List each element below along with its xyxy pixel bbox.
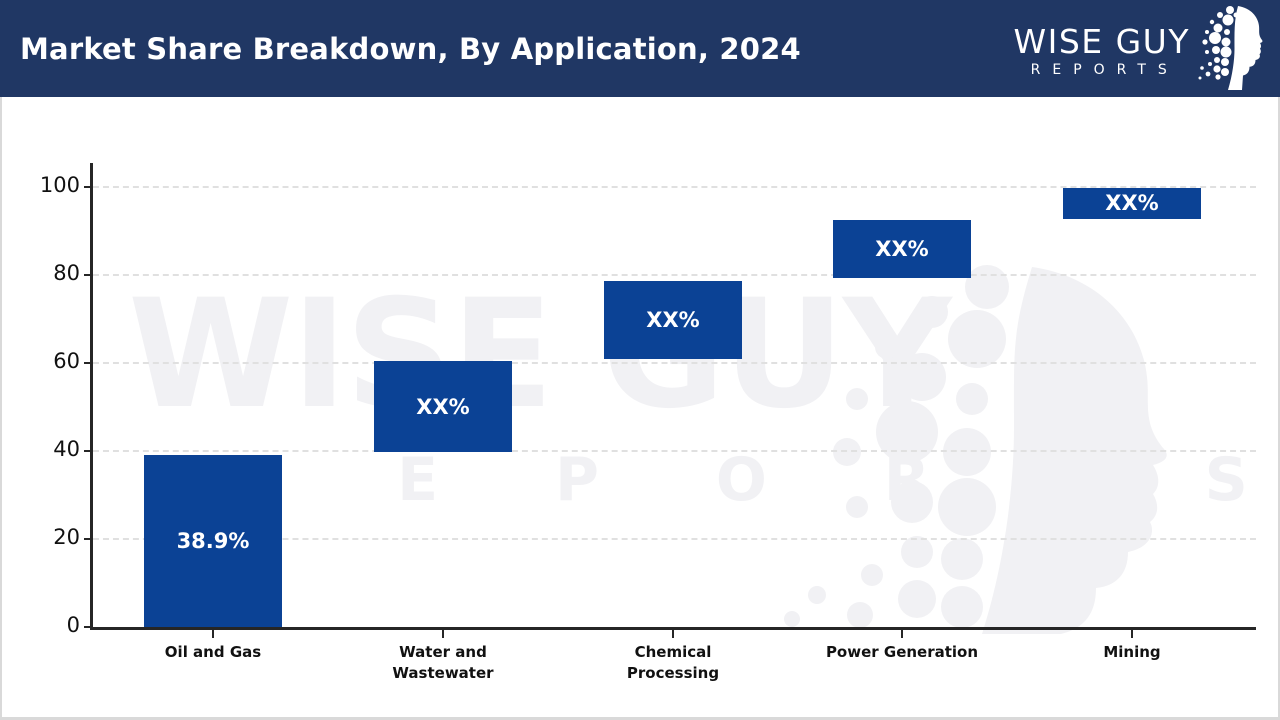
page-title: Market Share Breakdown, By Application, … — [20, 31, 801, 66]
y-tick-40 — [84, 450, 91, 452]
bar-power-generation: XX% — [833, 220, 971, 279]
y-tick-label-60: 60 — [53, 349, 80, 373]
bar-chemical-processing: XX% — [604, 281, 742, 359]
bar-value-label: XX% — [646, 307, 700, 332]
y-tick-20 — [84, 538, 91, 540]
x-category-label-water-and-wastewater: Water and Wastewater — [392, 643, 494, 682]
gridline-y-60 — [93, 362, 1256, 364]
watermark-brand-text: WISE GUY — [128, 268, 952, 442]
y-tick-0 — [84, 626, 91, 628]
header-bar: Market Share Breakdown, By Application, … — [0, 0, 1280, 97]
bar-value-label: XX% — [1105, 191, 1159, 216]
x-axis-line — [90, 627, 1256, 630]
chart-canvas: WISE GUY R E P O R T S 0 20 40 60 80 100 38.9% — [0, 97, 1280, 720]
x-tick-power-generation — [901, 630, 903, 638]
dotted-face-profile-icon — [1192, 4, 1266, 94]
gridline-y-100 — [93, 186, 1256, 188]
bar-value-label: XX% — [875, 237, 929, 262]
gridline-y-80 — [93, 274, 1256, 276]
x-tick-chemical-processing — [672, 630, 674, 638]
bar-water-and-wastewater: XX% — [374, 361, 512, 452]
bar-oil-and-gas: 38.9% — [144, 455, 282, 627]
y-tick-100 — [84, 186, 91, 188]
watermark-dotted-face-icon — [732, 207, 1212, 641]
x-tick-mining — [1131, 630, 1133, 638]
y-tick-label-20: 20 — [53, 525, 80, 549]
gridline-y-20 — [93, 538, 1256, 540]
x-category-label-power-generation: Power Generation — [825, 643, 979, 661]
bar-value-label: 38.9% — [176, 529, 250, 554]
x-tick-oil-and-gas — [212, 630, 214, 638]
y-tick-label-40: 40 — [53, 437, 80, 461]
brand-name: WISE GUY — [1013, 21, 1190, 61]
y-tick-80 — [84, 274, 91, 276]
brand-logo-text: WISE GUY REPORTS — [1013, 25, 1190, 77]
y-tick-60 — [84, 362, 91, 364]
y-tick-label-80: 80 — [53, 261, 80, 285]
brand-logo: WISE GUY REPORTS — [1013, 4, 1266, 94]
bar-mining: XX% — [1063, 187, 1201, 220]
brand-subname: REPORTS — [1030, 61, 1179, 78]
x-category-label-chemical-processing: Chemical Processing — [626, 643, 720, 682]
gridline-y-40 — [93, 450, 1256, 452]
x-tick-water-and-wastewater — [442, 630, 444, 638]
x-category-label-mining: Mining — [1103, 643, 1161, 661]
y-tick-label-100: 100 — [39, 173, 80, 197]
bar-value-label: XX% — [416, 394, 470, 419]
x-category-label-oil-and-gas: Oil and Gas — [164, 643, 262, 661]
y-axis-line — [90, 163, 93, 630]
y-tick-label-0: 0 — [66, 613, 80, 637]
